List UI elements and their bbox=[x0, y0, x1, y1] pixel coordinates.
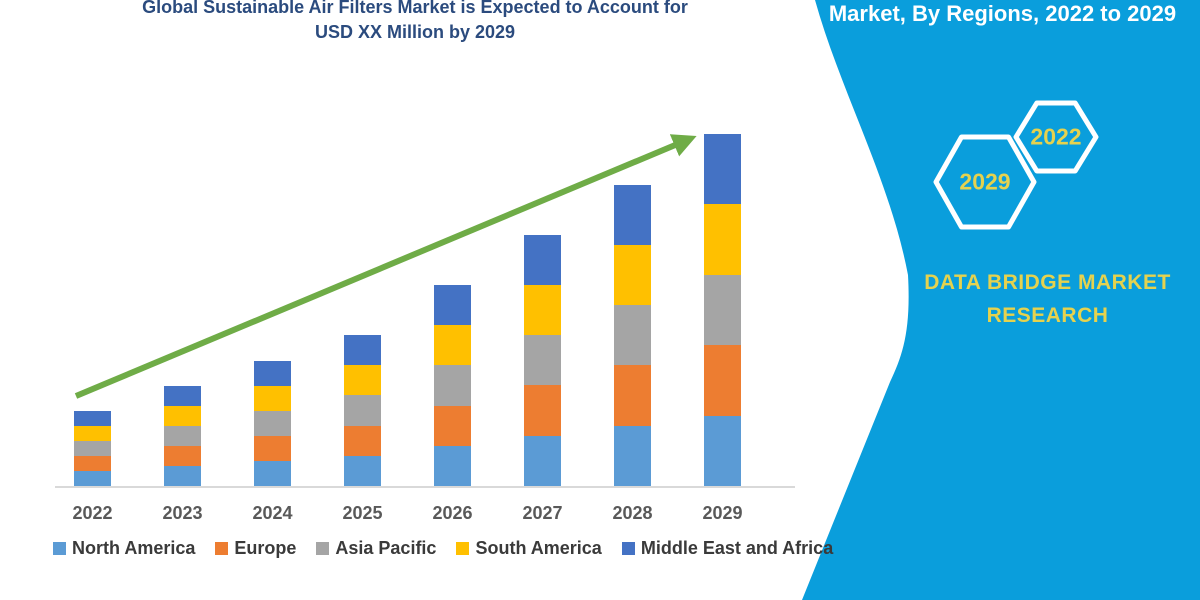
hexagon-year-2029: 2029 bbox=[959, 168, 1011, 195]
x-axis-label-2029: 2029 bbox=[702, 503, 743, 523]
bar-segment-north-america bbox=[344, 455, 381, 486]
x-axis-label-2027: 2027 bbox=[522, 503, 563, 523]
x-axis-line bbox=[55, 486, 795, 488]
bar-2028 bbox=[614, 184, 651, 486]
bar-segment-south-america bbox=[254, 385, 291, 411]
bar-segment-europe bbox=[704, 345, 741, 416]
bar-2024 bbox=[254, 360, 291, 486]
legend-swatch-north-america bbox=[53, 542, 66, 555]
bar-segment-south-america bbox=[614, 244, 651, 306]
legend-label: South America bbox=[475, 538, 602, 558]
brand-line-1: DATA BRIDGE MARKET bbox=[924, 271, 1171, 294]
bar-segment-north-america bbox=[704, 415, 741, 486]
bar-segment-middle-east-and-africa bbox=[704, 134, 741, 205]
legend-swatch-europe bbox=[215, 542, 229, 555]
bar-segment-south-america bbox=[344, 365, 381, 396]
legend-swatch-middle-east-and-africa bbox=[621, 542, 635, 555]
chart-legend: North America Europe Asia Pacific South Ame… bbox=[53, 538, 833, 559]
legend-item-middle-east-and-africa: Middle East and Africa bbox=[621, 538, 834, 559]
legend-label: North America bbox=[72, 538, 196, 558]
x-axis-label-2028: 2028 bbox=[612, 503, 653, 523]
bar-segment-middle-east-and-africa bbox=[614, 184, 651, 245]
bar-segment-middle-east-and-africa bbox=[344, 335, 381, 366]
brand-line-2: RESEARCH bbox=[986, 304, 1109, 327]
bar-2023 bbox=[164, 385, 201, 486]
bar-segment-middle-east-and-africa bbox=[434, 285, 471, 326]
brand-name: DATA BRIDGE MARKET RESEARCH bbox=[905, 266, 1190, 332]
bar-segment-north-america bbox=[434, 445, 471, 486]
bar-segment-north-america bbox=[524, 435, 561, 486]
bar-segment-middle-east-and-africa bbox=[254, 360, 291, 386]
legend-swatch-south-america bbox=[456, 542, 470, 555]
bar-segment-asia-pacific bbox=[254, 410, 291, 436]
bar-segment-asia-pacific bbox=[434, 365, 471, 406]
legend-item-europe: Europe bbox=[215, 538, 296, 559]
bar-segment-asia-pacific bbox=[344, 395, 381, 426]
bar-segment-asia-pacific bbox=[704, 274, 741, 346]
hexagon-decoration bbox=[933, 100, 1099, 230]
legend-label: Middle East and Africa bbox=[640, 538, 834, 558]
bar-segment-europe bbox=[524, 385, 561, 436]
legend-item-north-america: North America bbox=[53, 538, 195, 559]
bar-segment-north-america bbox=[164, 465, 201, 486]
bar-2025 bbox=[344, 335, 381, 486]
bar-segment-asia-pacific bbox=[74, 440, 111, 456]
bar-2029 bbox=[704, 134, 741, 486]
chart-title: Global Sustainable Air Filters Market is… bbox=[55, 0, 775, 45]
bar-segment-europe bbox=[254, 435, 291, 461]
bar-segment-europe bbox=[344, 425, 381, 456]
bar-segment-europe bbox=[74, 455, 111, 471]
bar-segment-north-america bbox=[614, 425, 651, 486]
hexagon-year-2022: 2022 bbox=[1030, 123, 1082, 150]
bar-segment-south-america bbox=[164, 405, 201, 426]
bar-segment-europe bbox=[164, 445, 201, 466]
x-axis-label-2026: 2026 bbox=[432, 503, 473, 523]
bar-segment-middle-east-and-africa bbox=[164, 385, 201, 406]
bar-segment-asia-pacific bbox=[164, 425, 201, 446]
x-axis-label-2022: 2022 bbox=[72, 503, 113, 523]
bar-segment-asia-pacific bbox=[524, 335, 561, 386]
bar-segment-south-america bbox=[74, 425, 111, 441]
bar-2027 bbox=[524, 234, 561, 486]
chart-title-line-2: USD XX Million by 2029 bbox=[314, 22, 516, 42]
bar-segment-north-america bbox=[74, 470, 111, 486]
bar-segment-asia-pacific bbox=[614, 305, 651, 366]
x-axis-label-2024: 2024 bbox=[252, 503, 293, 523]
legend-label: Europe bbox=[234, 538, 297, 558]
legend-item-asia-pacific: Asia Pacific bbox=[316, 538, 436, 559]
legend-item-south-america: South America bbox=[456, 538, 602, 559]
bar-segment-middle-east-and-africa bbox=[74, 410, 111, 426]
chart-title-line-1: Global Sustainable Air Filters Market is… bbox=[142, 0, 688, 17]
bar-segment-europe bbox=[434, 405, 471, 446]
legend-label: Asia Pacific bbox=[335, 538, 437, 558]
bar-segment-north-america bbox=[254, 460, 291, 486]
bar-segment-europe bbox=[614, 365, 651, 426]
bar-2026 bbox=[434, 285, 471, 486]
bar-segment-south-america bbox=[704, 204, 741, 275]
bar-segment-south-america bbox=[434, 325, 471, 366]
x-axis-label-2025: 2025 bbox=[342, 503, 383, 523]
legend-swatch-asia-pacific bbox=[316, 542, 330, 555]
x-axis-label-2023: 2023 bbox=[162, 503, 203, 523]
bar-segment-middle-east-and-africa bbox=[524, 234, 561, 285]
panel-heading: Market, By Regions, 2022 to 2029 bbox=[828, 1, 1177, 26]
bar-2022 bbox=[74, 410, 111, 486]
bar-segment-south-america bbox=[524, 284, 561, 336]
